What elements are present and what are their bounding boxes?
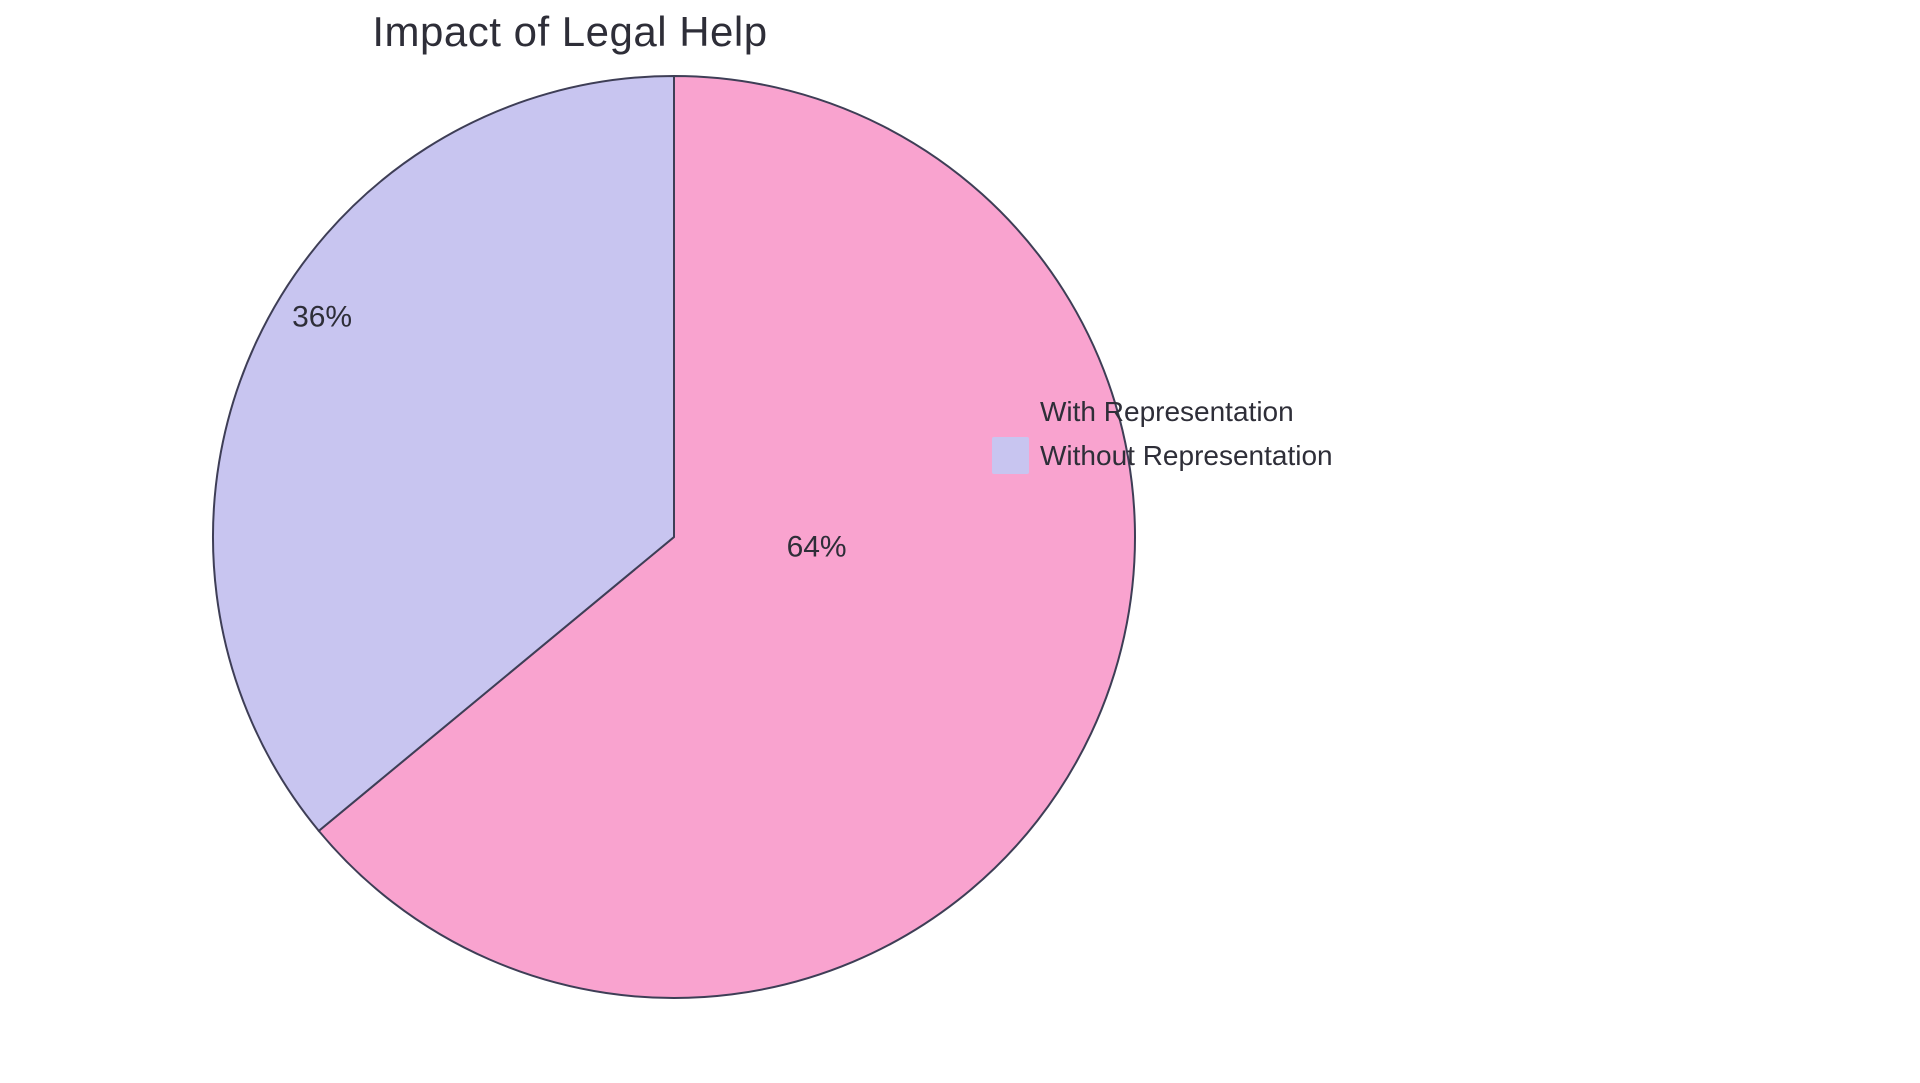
legend-item-without-representation: Without Representation — [992, 437, 1333, 474]
legend-label: Without Representation — [1040, 439, 1333, 471]
legend-item-with-representation: With Representation — [992, 393, 1333, 430]
pie-slice-without-representation — [211, 75, 675, 832]
pie-slice-with-representation — [317, 75, 1136, 999]
pie-percent-label-with-representation: 64% — [787, 531, 847, 564]
legend-swatch — [992, 437, 1029, 474]
legend-label: With Representation — [1040, 395, 1294, 427]
legend: With Representation Without Representatio… — [992, 393, 1333, 474]
pie-percent-label-without-representation: 36% — [292, 301, 352, 334]
chart-title: Impact of Legal Help — [372, 8, 768, 55]
legend-swatch — [992, 393, 1029, 430]
